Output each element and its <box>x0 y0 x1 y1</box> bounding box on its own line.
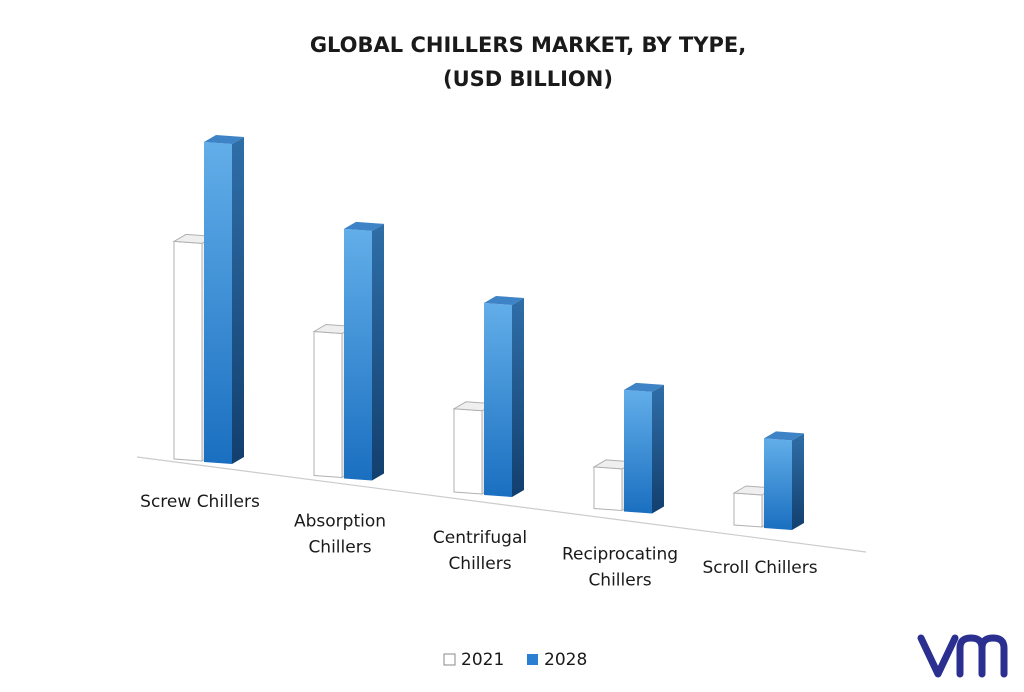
chart-baseline <box>136 456 867 553</box>
legend: 2021 2028 <box>443 650 587 670</box>
bar-2021-1-front <box>313 330 343 479</box>
bar-2028-0-front <box>204 142 232 464</box>
category-label-0: Screw Chillers <box>140 492 260 512</box>
legend-swatch-2028 <box>527 654 538 665</box>
brand-logo <box>917 634 1008 678</box>
bar-2028-3-top <box>624 382 664 392</box>
bar-2028-3 <box>624 382 664 514</box>
bar-2028-1-front <box>344 228 372 481</box>
bar-2028-3-front <box>624 389 652 514</box>
bar-2028-2-front <box>484 303 512 497</box>
bar-2028-2 <box>484 296 524 497</box>
bar-2028-4-side <box>792 433 804 530</box>
bar-2028-4-front <box>764 438 792 530</box>
bar-2028-1 <box>344 221 384 481</box>
bar-2021-3-front <box>593 466 623 512</box>
bar-2021-2-front <box>453 408 483 495</box>
bar-2028-0-side <box>232 137 244 464</box>
logo-m-mark <box>956 634 1008 678</box>
category-label-2: Centrifugal Chillers <box>433 528 527 574</box>
logo-v-mark <box>917 634 959 678</box>
bar-2028-4-top <box>764 431 804 441</box>
bar-2028-2-top <box>484 296 524 305</box>
legend-swatch-2021 <box>443 653 456 666</box>
bars-layer <box>172 135 804 530</box>
chart-title-line-1: GLOBAL CHILLERS MARKET, BY TYPE, <box>310 33 746 57</box>
bar-2028-0 <box>204 135 244 464</box>
chart-title: GLOBAL CHILLERS MARKET, BY TYPE, (USD BI… <box>310 33 746 91</box>
category-label-4: Scroll Chillers <box>702 558 817 578</box>
bar-2028-1-side <box>372 223 384 481</box>
bar-2028-4 <box>764 431 804 530</box>
category-label-3: Reciprocating Chillers <box>562 545 678 591</box>
chart-title-line-2: (USD BILLION) <box>443 67 613 91</box>
bar-2028-3-side <box>652 384 664 514</box>
legend-label-2028: 2028 <box>544 650 587 670</box>
bar-2021-0-front <box>173 240 203 462</box>
category-labels: Screw Chillers Absorption Chillers Centrifu… <box>140 492 818 591</box>
category-label-1: Absorption Chillers <box>294 512 386 558</box>
bar-2028-2-side <box>512 298 524 497</box>
bar-2028-1-top <box>344 221 384 231</box>
bar-2021-4-front <box>733 492 763 528</box>
legend-label-2021: 2021 <box>461 650 504 670</box>
bar-2028-0-top <box>204 135 244 144</box>
